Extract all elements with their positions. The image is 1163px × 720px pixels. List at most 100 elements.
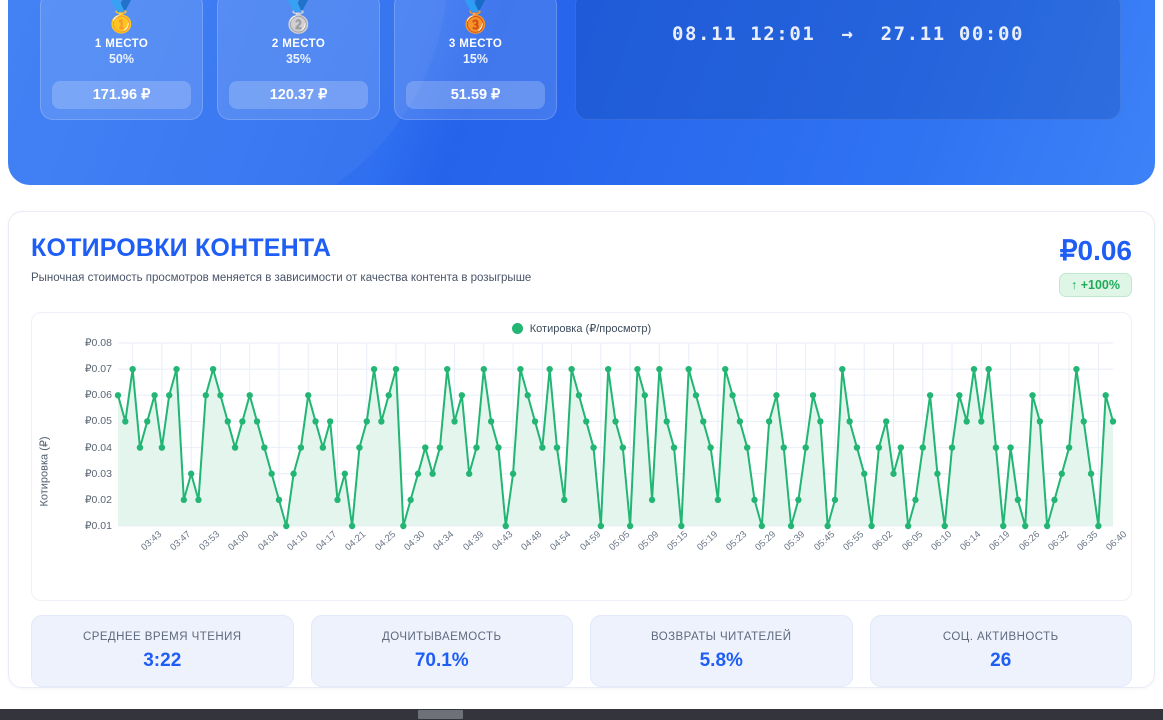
chart-point: [546, 365, 553, 373]
medal-amount-chip: 51.59 ₽: [406, 81, 545, 109]
chart-point: [151, 392, 158, 399]
chart-point: [846, 418, 853, 425]
chart-point: [253, 418, 261, 425]
x-axis-tick: 04:39: [460, 529, 486, 554]
card-header-left: КОТИРОВКИ КОНТЕНТА Рыночная стоимость пр…: [31, 234, 531, 286]
chart-point: [883, 418, 890, 425]
x-axis-tick: 04:21: [343, 529, 369, 554]
chart-point: [158, 444, 166, 451]
chart-point: [1022, 522, 1029, 530]
chart-point: [370, 365, 378, 373]
chart-point: [290, 470, 297, 477]
chart-point: [685, 365, 692, 373]
chart-point: [641, 392, 648, 399]
horizontal-scrollbar[interactable]: [0, 709, 1163, 720]
y-axis-tick: ₽0.08: [84, 337, 112, 349]
medal-percent-label: 15%: [462, 52, 489, 66]
chart-point: [985, 365, 992, 373]
chart-point: [648, 496, 656, 504]
chart-point: [275, 496, 283, 504]
chart-point: [692, 392, 700, 399]
medal-amount-value: 51.59 ₽: [450, 87, 501, 103]
chart-point: [868, 522, 875, 530]
chart-point: [465, 470, 473, 477]
chart-point: [173, 365, 180, 373]
chart-point: [795, 496, 802, 504]
x-axis-tick: 05:09: [636, 529, 662, 554]
stat-label: ВОЗВРАТЫ ЧИТАТЕЛЕЙ: [650, 630, 792, 643]
stat-card-completion-rate[interactable]: ДОЧИТЫВАЕМОСТЬ 70.1%: [310, 615, 573, 687]
chart-point: [305, 392, 312, 399]
x-axis-tick: 05:39: [782, 529, 808, 554]
chart-point: [729, 392, 736, 399]
x-axis-tick: 03:47: [167, 529, 194, 554]
chart-point: [758, 522, 766, 530]
chart-svg: [118, 343, 1113, 526]
x-axis-tick: 04:25: [372, 529, 398, 554]
chart-point: [517, 365, 524, 373]
chart-point: [590, 444, 597, 451]
top-banner: 🥇 1 МЕСТО 50% 171.96 ₽ 🥈 2 МЕСТО 35% 120…: [8, 0, 1155, 185]
chart-point: [231, 444, 239, 451]
x-axis-tick: 05:29: [753, 529, 779, 554]
chart-point: [656, 365, 663, 373]
x-axis-tick: 04:30: [402, 529, 428, 554]
x-axis-tick: 03:43: [138, 529, 164, 554]
page-subtitle: Рыночная стоимость просмотров меняется в…: [31, 272, 532, 284]
medal-percent-label: 50%: [108, 52, 135, 66]
chart-point: [934, 470, 941, 477]
chart-point: [1036, 418, 1044, 425]
legend-label: Котировка (₽/просмотр): [529, 323, 652, 335]
chart-point: [144, 418, 151, 425]
stat-card-reader-returns[interactable]: ВОЗВРАТЫ ЧИТАТЕЛЕЙ 5.8%: [590, 615, 853, 687]
chart-point: [312, 418, 319, 425]
chart-point: [890, 470, 897, 477]
chart-point: [561, 496, 568, 504]
stat-value: 26: [990, 649, 1012, 671]
chart-point: [861, 470, 868, 477]
scrollbar-thumb[interactable]: [418, 710, 463, 719]
chart-point: [714, 496, 722, 504]
stat-value: 3:22: [143, 649, 182, 671]
stat-card-avg-read-time[interactable]: СРЕДНЕЕ ВРЕМЯ ЧТЕНИЯ 3:22: [31, 615, 294, 687]
chart-point: [261, 444, 268, 451]
chart-point: [1095, 522, 1102, 530]
chart-point: [978, 418, 985, 425]
medal-card-1[interactable]: 🥇 1 МЕСТО 50% 171.96 ₽: [40, 0, 203, 120]
chart-point: [912, 496, 919, 504]
medal-place-label: 3 МЕСТО: [448, 38, 503, 50]
chart-point: [348, 522, 356, 530]
x-axis-tick: 06:19: [987, 529, 1013, 554]
stat-card-social-activity[interactable]: СОЦ. АКТИВНОСТЬ 26: [869, 615, 1132, 687]
chart-point: [744, 444, 751, 451]
chart-point: [1014, 496, 1022, 504]
chart-point: [853, 444, 861, 451]
date-range-panel[interactable]: 08.11 12:01 → 27.11 00:00: [575, 0, 1121, 120]
chart-point: [1087, 470, 1095, 477]
chart-point: [817, 418, 824, 425]
chart-legend: Котировка (₽/просмотр): [32, 322, 1131, 335]
x-axis-tick: 04:04: [255, 529, 281, 554]
chart-point: [963, 418, 970, 425]
medal-card-3[interactable]: 🥉 3 МЕСТО 15% 51.59 ₽: [394, 0, 557, 120]
chart-point: [378, 418, 385, 425]
chart-point: [180, 496, 188, 504]
chart-point: [414, 470, 422, 477]
y-axis-tick: ₽0.03: [84, 467, 112, 480]
chart-point: [736, 418, 744, 425]
card-header-right: ₽0.06 ↑ +100%: [1059, 234, 1132, 297]
chart-point: [187, 470, 195, 477]
x-axis-tick: 06:05: [899, 529, 925, 554]
silver-medal-icon: 🥈: [279, 0, 318, 34]
chart-point: [114, 392, 122, 399]
chart-point: [802, 444, 809, 451]
chart-point: [604, 365, 612, 373]
chart-point: [773, 392, 780, 399]
chart-point: [780, 444, 787, 451]
x-axis-tick: 06:32: [1045, 529, 1071, 554]
y-axis-tick: ₽0.01: [84, 520, 112, 532]
medal-card-2[interactable]: 🥈 2 МЕСТО 35% 120.37 ₽: [217, 0, 380, 120]
chart-point: [553, 444, 561, 451]
page-title: КОТИРОВКИ КОНТЕНТА: [31, 234, 332, 262]
chart-point: [436, 444, 444, 451]
